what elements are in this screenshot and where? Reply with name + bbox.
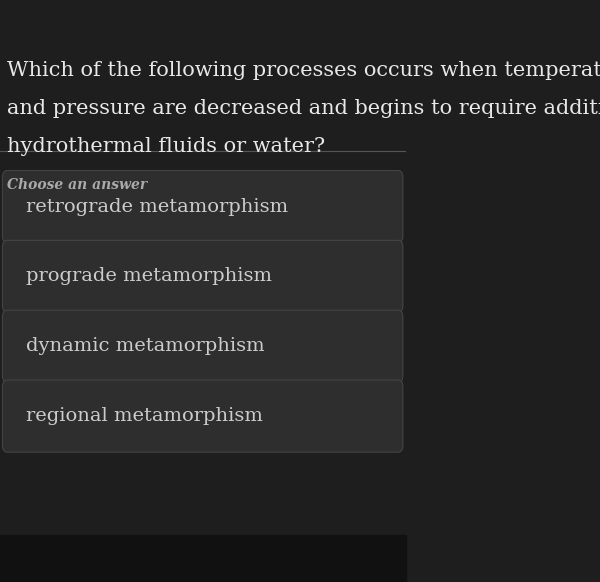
Text: hydrothermal fluids or water?: hydrothermal fluids or water? [7, 137, 325, 156]
Text: and pressure are decreased and begins to require addition of: and pressure are decreased and begins to… [7, 99, 600, 118]
Text: prograde metamorphism: prograde metamorphism [26, 268, 272, 285]
Text: regional metamorphism: regional metamorphism [26, 407, 263, 425]
FancyBboxPatch shape [2, 380, 403, 452]
FancyBboxPatch shape [2, 240, 403, 313]
Text: retrograde metamorphism: retrograde metamorphism [26, 198, 289, 215]
Text: Which of the following processes occurs when temperature: Which of the following processes occurs … [7, 61, 600, 80]
Bar [0, 535, 406, 582]
FancyBboxPatch shape [2, 171, 403, 243]
FancyBboxPatch shape [2, 310, 403, 382]
Text: Choose an answer: Choose an answer [7, 178, 148, 191]
Text: dynamic metamorphism: dynamic metamorphism [26, 338, 265, 355]
